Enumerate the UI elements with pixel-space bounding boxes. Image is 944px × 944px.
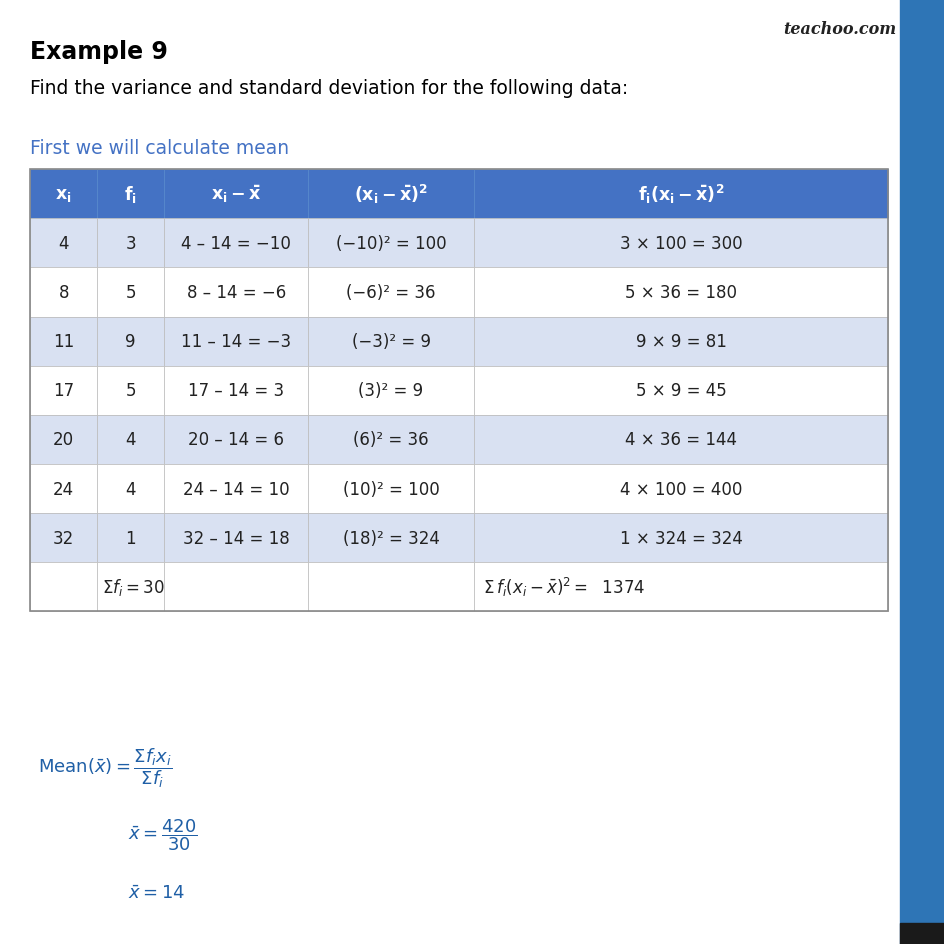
Bar: [30, 366, 97, 415]
Text: 17: 17: [53, 381, 75, 400]
Text: 1 × 324 = 324: 1 × 324 = 324: [619, 529, 742, 548]
Bar: [30, 170, 97, 219]
Bar: [97, 170, 164, 219]
Bar: [164, 366, 308, 415]
Text: 17 – 14 = 3: 17 – 14 = 3: [188, 381, 284, 400]
Bar: [30, 317, 97, 366]
Text: Find the variance and standard deviation for the following data:: Find the variance and standard deviation…: [30, 79, 628, 98]
Bar: [308, 170, 473, 219]
Text: 20: 20: [53, 430, 75, 449]
Text: $\bar{x} = \dfrac{420}{30}$: $\bar{x} = \dfrac{420}{30}$: [127, 817, 197, 852]
Bar: [30, 514, 97, 563]
Text: Example 9: Example 9: [30, 40, 168, 63]
Bar: [308, 268, 473, 317]
Text: 4 – 14 = −10: 4 – 14 = −10: [181, 234, 291, 253]
Text: 20 – 14 = 6: 20 – 14 = 6: [188, 430, 284, 449]
Text: 32: 32: [53, 529, 75, 548]
Bar: [97, 366, 164, 415]
Text: 9: 9: [126, 332, 136, 351]
Text: (−3)² = 9: (−3)² = 9: [351, 332, 430, 351]
Text: 5 × 9 = 45: 5 × 9 = 45: [635, 381, 726, 400]
Text: $\Sigma\,f_i(x_i - \bar{x})^2 = \ \ 1374$: $\Sigma\,f_i(x_i - \bar{x})^2 = \ \ 1374…: [482, 576, 645, 598]
Text: First we will calculate mean: First we will calculate mean: [30, 139, 289, 158]
Text: $\Sigma f_i = 30$: $\Sigma f_i = 30$: [102, 577, 164, 598]
Bar: [473, 219, 887, 268]
Text: 4 × 36 = 144: 4 × 36 = 144: [624, 430, 736, 449]
Bar: [308, 317, 473, 366]
Text: 3 × 100 = 300: 3 × 100 = 300: [619, 234, 742, 253]
Bar: [30, 219, 97, 268]
Bar: [473, 514, 887, 563]
Bar: [473, 366, 887, 415]
Text: $\mathbf{(x_i - \bar{x})^2}$: $\mathbf{(x_i - \bar{x})^2}$: [354, 183, 428, 206]
Text: $\mathbf{x_i}$: $\mathbf{x_i}$: [56, 185, 72, 204]
Bar: [308, 464, 473, 514]
Text: $\mathrm{Mean}(\bar{x}) = \dfrac{\Sigma f_i x_i}{\Sigma f_i}$: $\mathrm{Mean}(\bar{x}) = \dfrac{\Sigma …: [38, 746, 172, 789]
Bar: [97, 464, 164, 514]
Text: 24 – 14 = 10: 24 – 14 = 10: [183, 480, 289, 498]
Text: 4: 4: [126, 430, 136, 449]
Bar: [164, 170, 308, 219]
Bar: [164, 415, 308, 464]
Text: 1: 1: [126, 529, 136, 548]
Bar: [97, 317, 164, 366]
Bar: [30, 464, 97, 514]
Bar: [164, 464, 308, 514]
Bar: [97, 415, 164, 464]
Bar: [473, 317, 887, 366]
Bar: [308, 514, 473, 563]
Bar: [97, 219, 164, 268]
Text: $\bar{x} = 14$: $\bar{x} = 14$: [127, 885, 184, 902]
Bar: [97, 563, 164, 612]
Text: 11: 11: [53, 332, 75, 351]
Text: 8 – 14 = −6: 8 – 14 = −6: [186, 283, 285, 302]
Text: 24: 24: [53, 480, 75, 498]
Bar: [473, 415, 887, 464]
Bar: [473, 268, 887, 317]
Bar: [97, 268, 164, 317]
Bar: [164, 563, 308, 612]
Bar: [473, 563, 887, 612]
Bar: [473, 464, 887, 514]
Bar: [473, 170, 887, 219]
Text: (−6)² = 36: (−6)² = 36: [346, 283, 435, 302]
Bar: [308, 415, 473, 464]
Text: $\mathbf{x_i - \bar{x}}$: $\mathbf{x_i - \bar{x}}$: [211, 184, 261, 205]
Text: 32 – 14 = 18: 32 – 14 = 18: [182, 529, 289, 548]
Text: 5: 5: [126, 381, 136, 400]
Bar: [30, 268, 97, 317]
Bar: [164, 514, 308, 563]
Text: $\mathbf{f_i(x_i - \bar{x})^2}$: $\mathbf{f_i(x_i - \bar{x})^2}$: [637, 183, 723, 206]
Bar: [899, 0, 944, 944]
Bar: [30, 563, 97, 612]
Text: $\mathbf{f_i}$: $\mathbf{f_i}$: [124, 184, 137, 205]
Text: teachoo.com: teachoo.com: [782, 21, 895, 38]
Text: 4: 4: [126, 480, 136, 498]
Bar: [308, 366, 473, 415]
Bar: [164, 219, 308, 268]
Text: 4 × 100 = 400: 4 × 100 = 400: [619, 480, 741, 498]
Bar: [308, 219, 473, 268]
Text: 5 × 36 = 180: 5 × 36 = 180: [624, 283, 736, 302]
Text: 8: 8: [59, 283, 69, 302]
Text: (10)² = 100: (10)² = 100: [343, 480, 439, 498]
Bar: [164, 268, 308, 317]
Bar: [30, 415, 97, 464]
Text: (18)² = 324: (18)² = 324: [343, 529, 439, 548]
Text: (6)² = 36: (6)² = 36: [353, 430, 429, 449]
Bar: [97, 514, 164, 563]
Text: 4: 4: [59, 234, 69, 253]
Bar: [899, 923, 944, 944]
Bar: [308, 563, 473, 612]
Text: (−10)² = 100: (−10)² = 100: [335, 234, 446, 253]
Text: 3: 3: [126, 234, 136, 253]
Text: 11 – 14 = −3: 11 – 14 = −3: [181, 332, 291, 351]
Bar: [164, 317, 308, 366]
Text: 9 × 9 = 81: 9 × 9 = 81: [635, 332, 726, 351]
Text: (3)² = 9: (3)² = 9: [358, 381, 423, 400]
Text: 5: 5: [126, 283, 136, 302]
Bar: [30, 170, 887, 612]
